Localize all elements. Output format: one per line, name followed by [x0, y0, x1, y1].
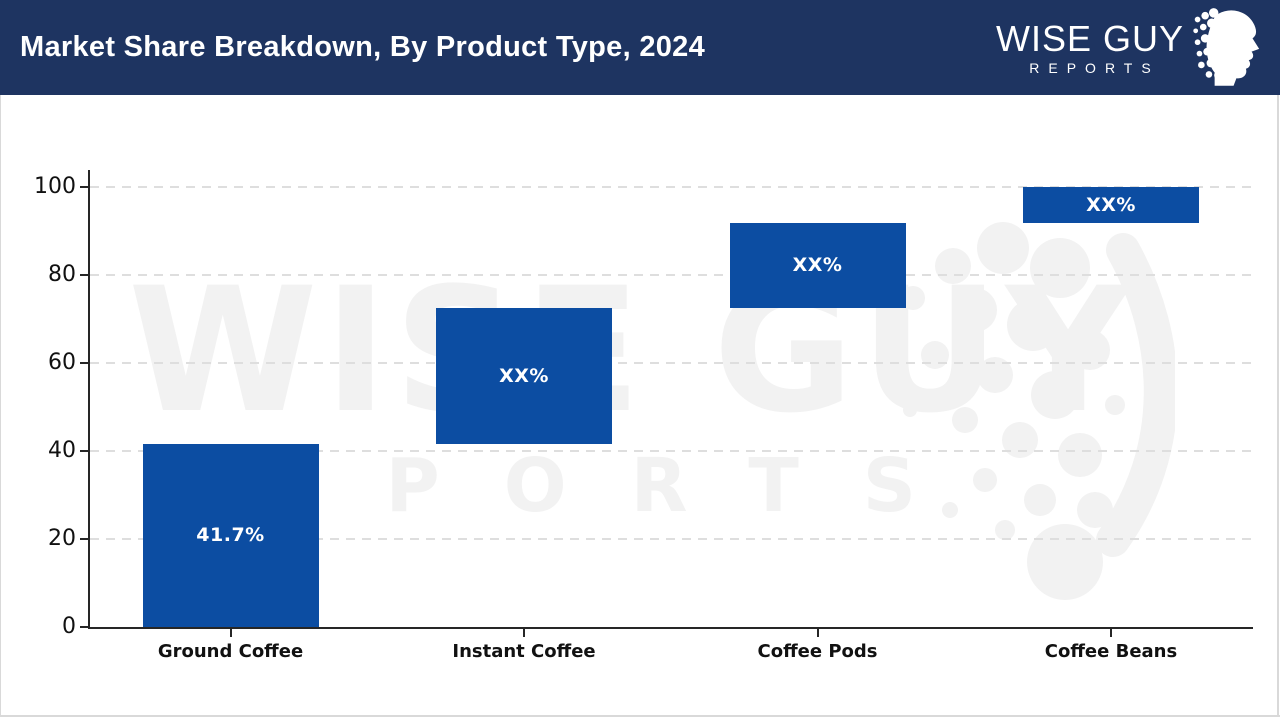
- x-category-label: Instant Coffee: [452, 641, 596, 662]
- x-tick: [229, 629, 232, 637]
- y-tick-label: 100: [34, 174, 76, 199]
- bar-value-label: XX%: [1086, 193, 1136, 216]
- x-tick: [816, 629, 819, 637]
- gridline: [90, 450, 1255, 452]
- y-tick: [80, 450, 88, 452]
- bar-value-label: 41.7%: [196, 524, 265, 547]
- y-tick: [80, 362, 88, 364]
- wiseguy-logo-text: WISE GUY REPORTS: [995, 17, 1184, 76]
- header: Market Share Breakdown, By Product Type,…: [0, 0, 1280, 95]
- bar: XX%: [729, 222, 906, 308]
- gridline: [90, 274, 1255, 276]
- bar: XX%: [436, 308, 612, 444]
- y-tick: [80, 626, 88, 628]
- watermark-head-icon: [855, 210, 1178, 604]
- y-tick-label: 80: [48, 262, 76, 287]
- x-category-label: Coffee Pods: [757, 641, 878, 662]
- frame-border-bottom: [0, 715, 1280, 717]
- page-title: Market Share Breakdown, By Product Type,…: [20, 31, 706, 63]
- y-tick-label: 60: [48, 350, 76, 375]
- bar: 41.7%: [142, 443, 319, 627]
- x-tick: [523, 629, 525, 637]
- logo-subtitle: REPORTS: [1029, 59, 1160, 76]
- gridline: [90, 538, 1255, 540]
- bar-value-label: XX%: [792, 254, 843, 277]
- y-tick: [80, 186, 88, 188]
- chart: WISE GUY REPORTS 0 20: [0, 95, 1280, 720]
- x-axis: [88, 627, 1253, 629]
- gridline: [90, 362, 1255, 364]
- y-tick: [80, 274, 88, 276]
- y-axis: [88, 170, 90, 629]
- gridline: [90, 186, 1255, 188]
- wiseguy-logo: WISE GUY REPORTS: [996, 6, 1262, 90]
- wiseguy-head-icon: [1190, 6, 1262, 90]
- x-category-label: Ground Coffee: [157, 641, 304, 662]
- frame-border-left: [0, 95, 1, 717]
- x-category-label: Coffee Beans: [1044, 641, 1178, 662]
- frame-border-right: [1277, 95, 1279, 717]
- y-tick: [80, 538, 88, 540]
- y-tick-label: 20: [48, 526, 76, 551]
- bar-value-label: XX%: [499, 364, 549, 387]
- logo-name: WISE GUY: [995, 17, 1184, 59]
- y-tick-label: 0: [62, 614, 76, 639]
- bar: XX%: [1023, 187, 1199, 223]
- y-tick-label: 40: [48, 438, 76, 463]
- x-tick: [1110, 629, 1112, 637]
